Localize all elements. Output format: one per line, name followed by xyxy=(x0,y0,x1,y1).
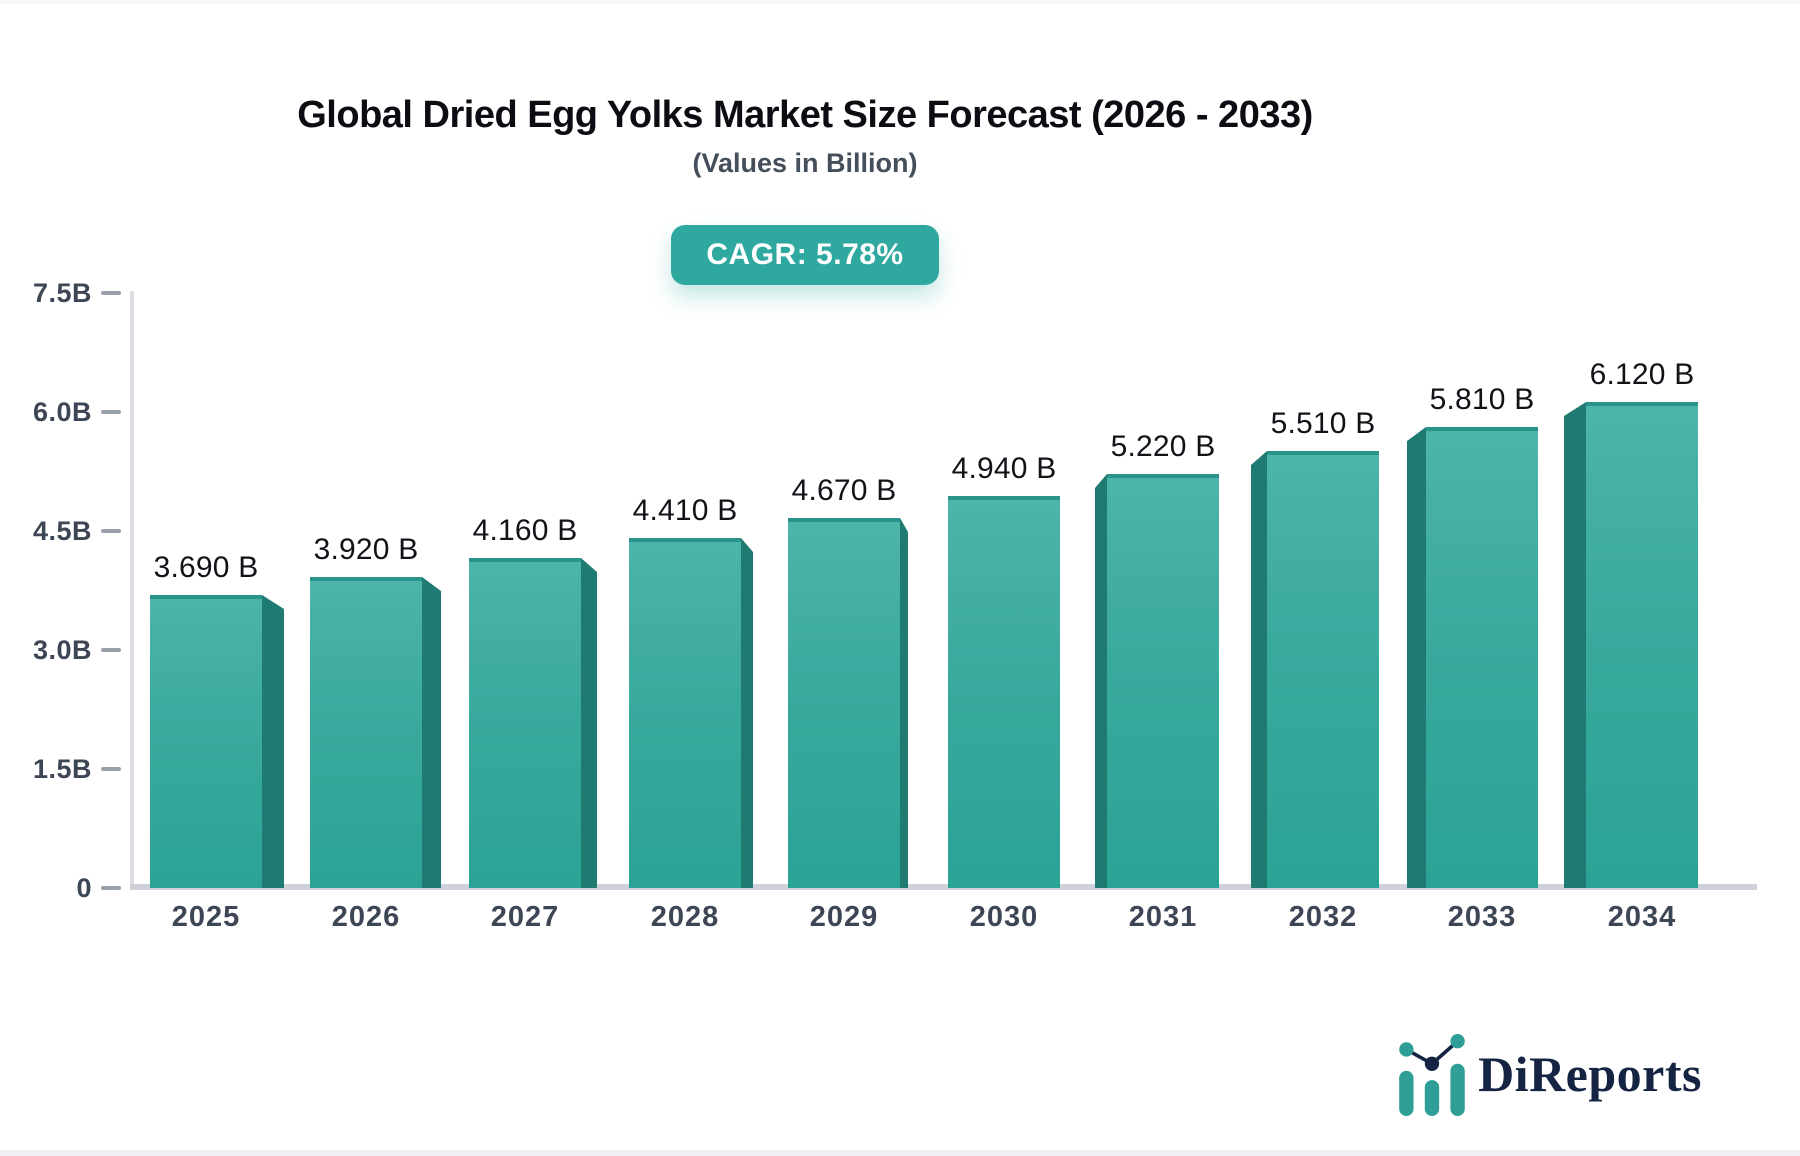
bar-2033[interactable] xyxy=(1426,427,1538,888)
bar-2029[interactable] xyxy=(788,518,900,888)
y-tick-mark-4 xyxy=(101,767,121,771)
bar-2032[interactable] xyxy=(1267,451,1379,888)
bar-2028[interactable] xyxy=(629,538,741,888)
bar-side-face-2033 xyxy=(1407,427,1426,888)
x-axis-baseline xyxy=(130,884,1757,890)
bar-2031[interactable] xyxy=(1107,474,1219,888)
y-tick-label-5: 0 xyxy=(76,873,92,903)
y-tick-label-3: 3.0B xyxy=(32,635,92,665)
bar-value-label-2032: 5.510 B xyxy=(1270,407,1376,440)
x-axis-label-2030: 2030 xyxy=(969,901,1039,933)
bar-2025[interactable] xyxy=(150,595,262,888)
bar-2034[interactable] xyxy=(1586,402,1698,888)
y-tick-mark-1 xyxy=(101,410,121,414)
bottom-edge-divider xyxy=(0,1150,1800,1156)
direports-logo-icon xyxy=(1399,1034,1465,1116)
x-axis-label-2029: 2029 xyxy=(809,901,879,933)
bar-side-face-2028 xyxy=(741,538,753,888)
direports-logo-text: DiReports xyxy=(1478,1046,1702,1102)
bar-value-label-2028: 4.410 B xyxy=(632,494,738,527)
y-tick-label-4: 1.5B xyxy=(32,754,92,784)
bar-value-label-2025: 3.690 B xyxy=(153,551,259,584)
bar-side-face-2025 xyxy=(262,595,284,888)
bar-value-label-2027: 4.160 B xyxy=(472,514,578,547)
y-tick-label-2: 4.5B xyxy=(32,516,92,546)
y-tick-mark-3 xyxy=(101,648,121,652)
bar-side-face-2027 xyxy=(581,558,597,888)
bar-value-label-2034: 6.120 B xyxy=(1589,358,1695,391)
bar-2026[interactable] xyxy=(310,577,422,888)
y-tick-mark-0 xyxy=(101,291,121,295)
y-tick-mark-2 xyxy=(101,529,121,533)
bar-side-face-2032 xyxy=(1251,451,1267,888)
chart-title: Global Dried Egg Yolks Market Size Forec… xyxy=(297,94,1313,136)
x-axis-label-2027: 2027 xyxy=(490,901,560,933)
bar-side-face-2029 xyxy=(900,518,908,888)
bar-side-face-2031 xyxy=(1095,474,1107,888)
x-axis-label-2026: 2026 xyxy=(331,901,401,933)
x-axis-label-2028: 2028 xyxy=(650,901,720,933)
bar-2027[interactable] xyxy=(469,558,581,888)
y-tick-label-0: 7.5B xyxy=(32,278,92,308)
x-axis-label-2025: 2025 xyxy=(171,901,241,933)
bar-value-label-2026: 3.920 B xyxy=(313,533,419,566)
bar-2030[interactable] xyxy=(948,496,1060,888)
bar-value-label-2031: 5.220 B xyxy=(1110,430,1216,463)
x-axis-label-2032: 2032 xyxy=(1288,901,1358,933)
x-axis-label-2034: 2034 xyxy=(1607,901,1677,933)
top-edge-divider xyxy=(0,0,1800,4)
bar-value-label-2033: 5.810 B xyxy=(1429,383,1535,416)
y-tick-label-1: 6.0B xyxy=(32,397,92,427)
direports-logo: DiReports xyxy=(1398,1032,1702,1116)
chart-subtitle: (Values in Billion) xyxy=(692,148,918,178)
cagr-badge-wrap: CAGR: 5.78% xyxy=(0,225,1610,285)
y-axis-line xyxy=(130,291,134,888)
cagr-badge: CAGR: 5.78% xyxy=(671,225,939,285)
x-axis-label-2031: 2031 xyxy=(1128,901,1198,933)
bar-value-label-2029: 4.670 B xyxy=(791,474,897,507)
y-tick-mark-5 xyxy=(101,886,121,890)
x-axis-label-2033: 2033 xyxy=(1447,901,1517,933)
bar-side-face-2026 xyxy=(422,577,441,888)
bar-side-face-2034 xyxy=(1564,402,1586,888)
bar-value-label-2030: 4.940 B xyxy=(951,452,1057,485)
